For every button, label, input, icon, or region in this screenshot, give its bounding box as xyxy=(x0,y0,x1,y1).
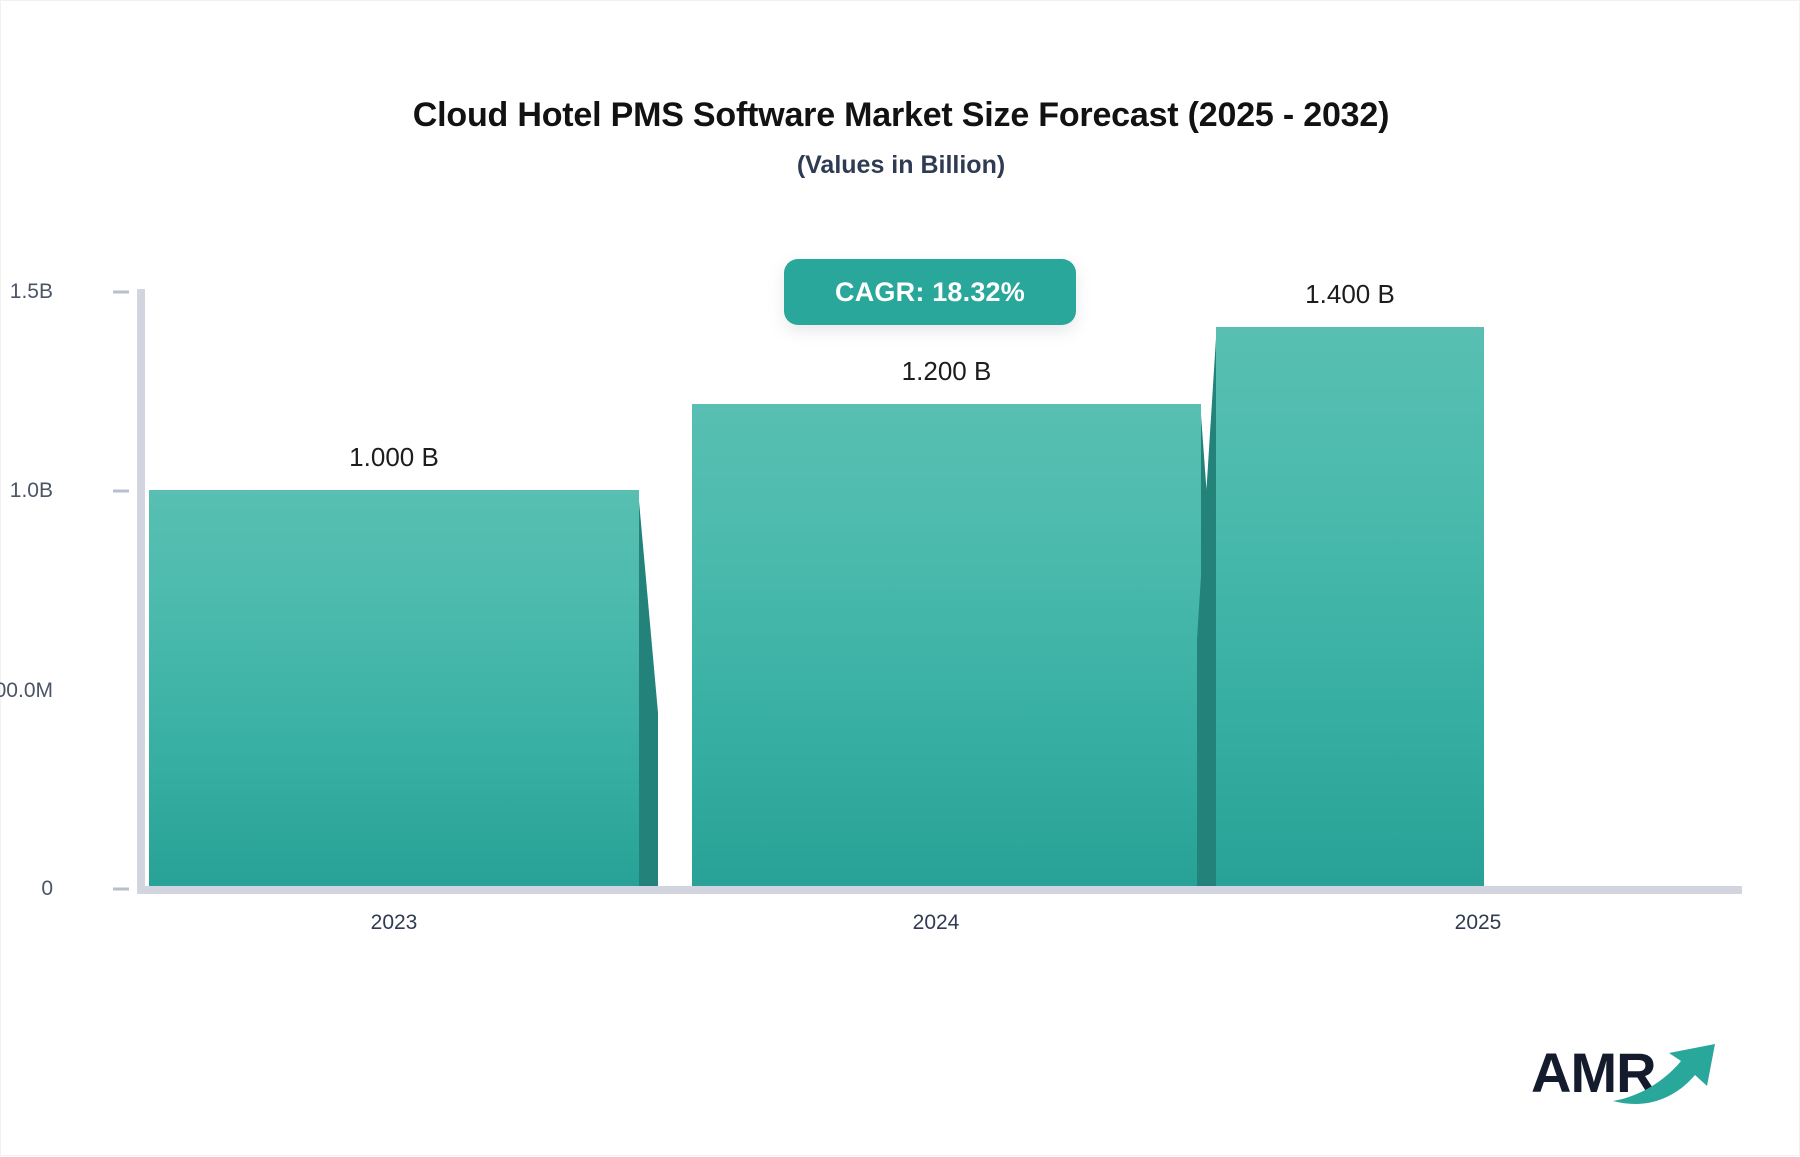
bar-2024-face xyxy=(692,404,1201,886)
y-tick-mark-0 xyxy=(113,887,129,891)
y-axis-line xyxy=(137,289,145,893)
bar-2023-side xyxy=(639,501,658,886)
bar-2024-value-label: 1.200 B xyxy=(901,356,992,386)
bar-2023[interactable]: 1.000 B xyxy=(149,442,658,886)
x-tick-label-2023: 2023 xyxy=(370,911,418,934)
y-tick-label-0: 0 xyxy=(41,877,53,900)
chart-title: Cloud Hotel PMS Software Market Size For… xyxy=(412,96,1390,134)
y-tick-label-1-0b: 1.0B xyxy=(9,479,53,502)
y-tick-mark-1-5b xyxy=(113,290,129,294)
bar-2023-value-label: 1.000 B xyxy=(349,442,439,472)
bar-2024[interactable]: 1.200 B xyxy=(692,356,1220,886)
y-tick-label-1-5b: 1.5B xyxy=(9,280,53,303)
y-tick-label-500m: 500.0M xyxy=(0,679,53,702)
chart-subtitle: (Values in Billion) xyxy=(796,151,1006,180)
y-tick-mark-1-0b xyxy=(113,489,129,493)
title-block: Cloud Hotel PMS Software Market Size For… xyxy=(1,96,1800,180)
x-tick-label-2025: 2025 xyxy=(1454,911,1502,934)
bar-2025-face xyxy=(1216,327,1484,886)
cagr-badge-label: CAGR: 18.32% xyxy=(835,276,1025,307)
bar-2023-face xyxy=(149,490,639,886)
growth-arrow-icon xyxy=(1613,1044,1715,1104)
x-axis-line xyxy=(137,886,1742,894)
bar-2025[interactable]: 1.400 B xyxy=(1197,279,1484,886)
amr-logo: AMR xyxy=(1531,1039,1721,1117)
x-tick-label-2024: 2024 xyxy=(912,911,960,934)
bar-2025-value-label: 1.400 B xyxy=(1305,279,1395,309)
cagr-badge: CAGR: 18.32% xyxy=(784,259,1076,325)
amr-logo-text: AMR xyxy=(1531,1041,1657,1104)
